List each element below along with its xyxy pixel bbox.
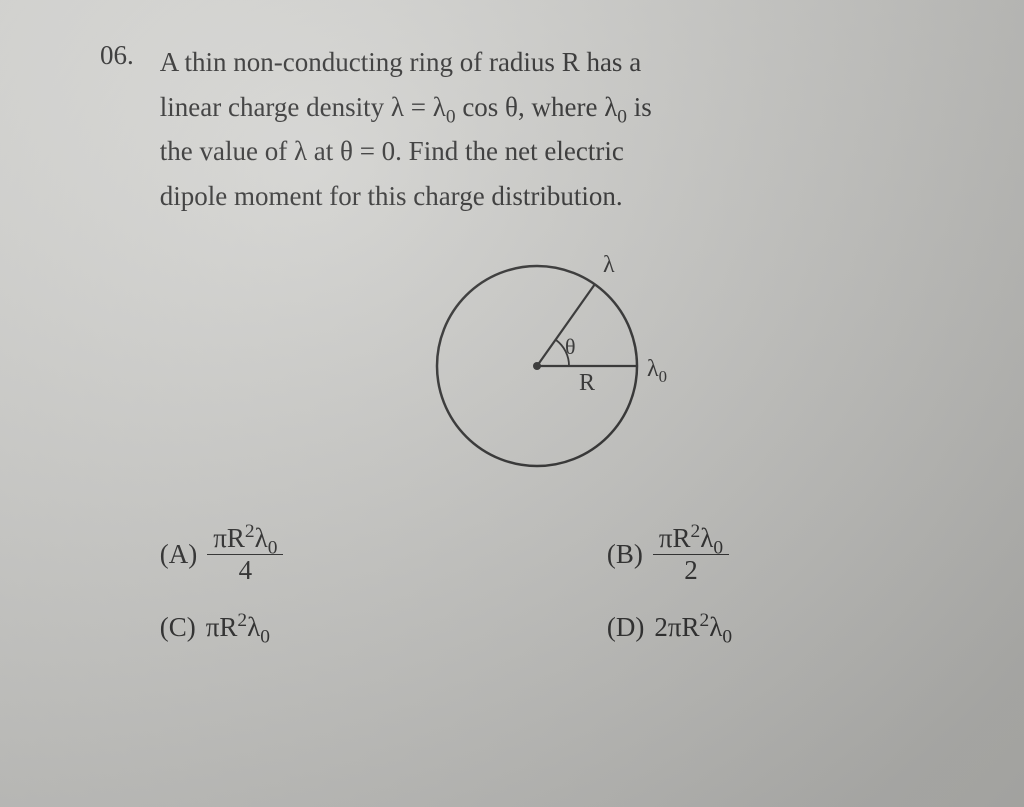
option-D-sub: 0 [722,626,732,647]
ring-diagram: λ λ0 θ R [407,236,687,496]
option-C-sup: 2 [237,610,247,631]
option-B-fraction: πR2λ0 2 [653,524,729,585]
option-C-base: πR [206,612,238,642]
option-B-num-sup: 2 [691,521,701,542]
option-C-sub: 0 [260,626,270,647]
option-C-expr: πR2λ0 [206,612,270,643]
option-B-num-base: πR [659,523,691,553]
option-D-expr: 2πR2λ0 [654,612,732,643]
option-D-sup: 2 [700,610,710,631]
option-B: (B) πR2λ0 2 [607,524,934,585]
option-B-den: 2 [684,555,698,585]
q-line2-sub2: 0 [617,106,627,127]
q-line3: the value of λ at θ = 0. Find the net el… [160,136,624,166]
option-A-den: 4 [239,555,253,585]
option-B-num-tail: λ [700,523,713,553]
question-body: A thin non-conducting ring of radius R h… [160,40,934,643]
option-A-num-sup: 2 [245,521,255,542]
q-line2-end: is [627,92,652,122]
options-grid: (A) πR2λ0 4 (B) πR2λ0 2 (C) πR2λ0 (D) 2 [160,524,934,642]
option-D-label: (D) [607,612,644,643]
question-number: 06. [100,40,134,71]
q-line4: dipole moment for this charge distributi… [160,181,623,211]
option-B-label: (B) [607,539,643,570]
q-line2-sub: 0 [446,106,456,127]
option-D: (D) 2πR2λ0 [607,612,934,643]
option-B-num: πR2λ0 [653,524,729,555]
q-line2-eq: λ = λ [391,92,446,122]
q-line1: A thin non-conducting ring of radius R h… [160,47,641,77]
option-A-num: πR2λ0 [207,524,283,555]
option-C-tail: λ [247,612,260,642]
label-theta: θ [565,334,576,359]
option-A-label: (A) [160,539,197,570]
option-C: (C) πR2λ0 [160,612,487,643]
option-D-base: 2πR [654,612,699,642]
option-D-tail: λ [709,612,722,642]
center-dot [533,362,541,370]
question-container: 06. A thin non-conducting ring of radius… [100,40,934,643]
q-line2-pre: linear charge density [160,92,391,122]
question-text: A thin non-conducting ring of radius R h… [160,40,934,218]
label-R: R [579,370,595,396]
q-line2-post: cos θ, where λ [456,92,618,122]
diagram-wrapper: λ λ0 θ R [160,236,934,496]
option-C-label: (C) [160,612,196,643]
option-A-num-sub: 0 [268,538,278,559]
option-A-num-base: πR [213,523,245,553]
label-lambda: λ [603,252,615,278]
option-A-fraction: πR2λ0 4 [207,524,283,585]
label-lambda0: λ0 [647,356,667,386]
option-A: (A) πR2λ0 4 [160,524,487,585]
option-A-num-tail: λ [255,523,268,553]
option-B-num-sub: 0 [713,538,723,559]
